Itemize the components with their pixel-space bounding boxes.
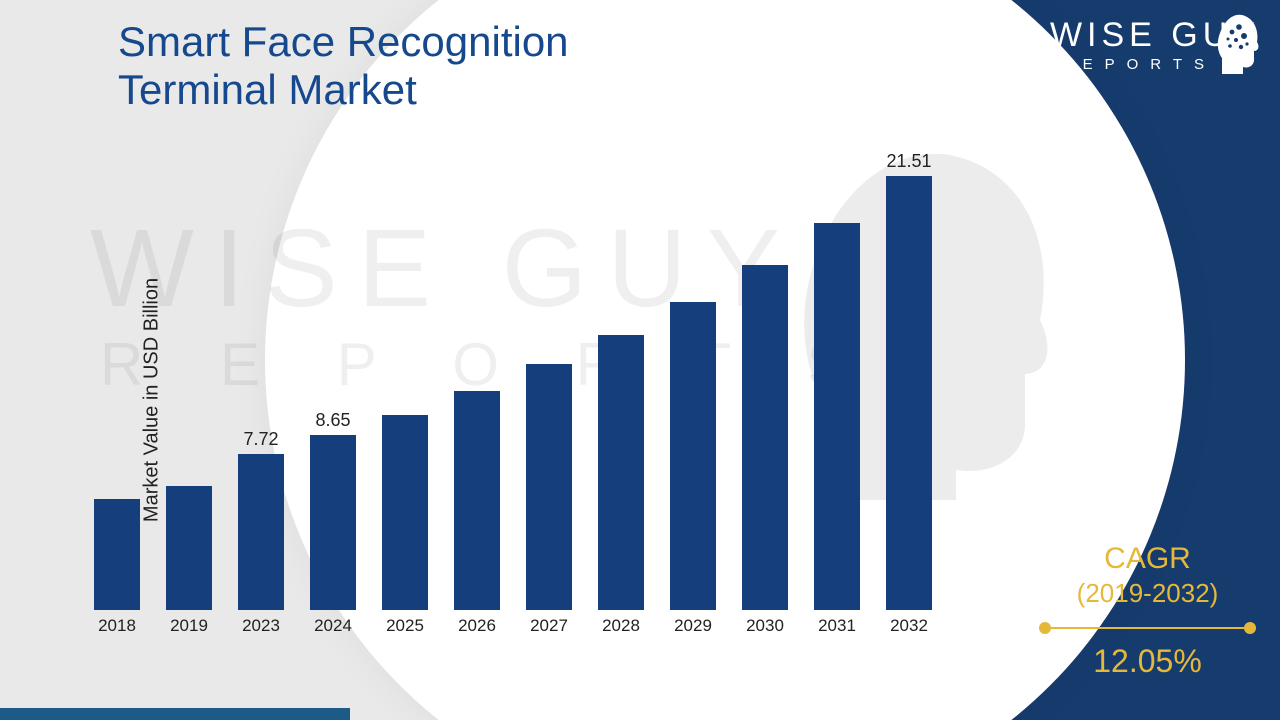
x-tick-label: 2019 [164, 616, 214, 636]
cagr-period: (2019-2032) [1015, 578, 1280, 609]
bar [94, 499, 140, 610]
bar [814, 223, 860, 610]
x-tick-label: 2028 [596, 616, 646, 636]
bar-col: 21.51 [886, 151, 932, 610]
bar-col [670, 302, 716, 610]
bar [454, 391, 500, 610]
logo-head-icon [1214, 14, 1260, 74]
logo: WISE GUY REPORTS [990, 18, 1260, 73]
bar-col [166, 486, 212, 610]
chart-title: Smart Face Recognition Terminal Market [118, 18, 738, 115]
bar-col: 8.65 [310, 410, 356, 610]
bar [670, 302, 716, 610]
cagr-block: CAGR (2019-2032) 12.05% [1015, 542, 1280, 680]
bar [886, 176, 932, 610]
x-tick-label: 2029 [668, 616, 718, 636]
cagr-separator [1045, 627, 1250, 629]
bottom-accent-strip [0, 708, 350, 720]
bar-chart: Market Value in USD Billion 7.728.6521.5… [40, 150, 960, 650]
x-axis: 2018 2019 2023 2024 2025 2026 2027 2028 2029 2030… [90, 610, 960, 650]
cagr-value: 12.05% [1015, 643, 1280, 680]
x-tick-label: 2032 [884, 616, 934, 636]
bar [598, 335, 644, 610]
bar [526, 364, 572, 610]
bar-col [94, 499, 140, 610]
bar [742, 265, 788, 610]
bar-col [454, 391, 500, 610]
x-tick-label: 2030 [740, 616, 790, 636]
x-tick-label: 2018 [92, 616, 142, 636]
bar [310, 435, 356, 610]
bar-col [526, 364, 572, 610]
x-tick-label: 2026 [452, 616, 502, 636]
x-tick-label: 2023 [236, 616, 286, 636]
bar-col [598, 335, 644, 610]
bar [166, 486, 212, 610]
bar-col [382, 415, 428, 611]
bar [382, 415, 428, 611]
bar-value-label: 8.65 [315, 410, 350, 431]
bar-value-label: 7.72 [243, 429, 278, 450]
x-tick-label: 2031 [812, 616, 862, 636]
stage: WISE GUY R E P O R T S WISE GUY REPORTS … [0, 0, 1280, 720]
bar-col [742, 265, 788, 610]
bar-value-label: 21.51 [886, 151, 931, 172]
x-tick-label: 2024 [308, 616, 358, 636]
bar-col [814, 223, 860, 610]
x-tick-label: 2027 [524, 616, 574, 636]
cagr-label: CAGR [1015, 542, 1280, 576]
x-tick-label: 2025 [380, 616, 430, 636]
plot-area: 7.72 8.65 21.51 [90, 150, 960, 610]
bar [238, 454, 284, 610]
bar-col: 7.72 [238, 429, 284, 610]
